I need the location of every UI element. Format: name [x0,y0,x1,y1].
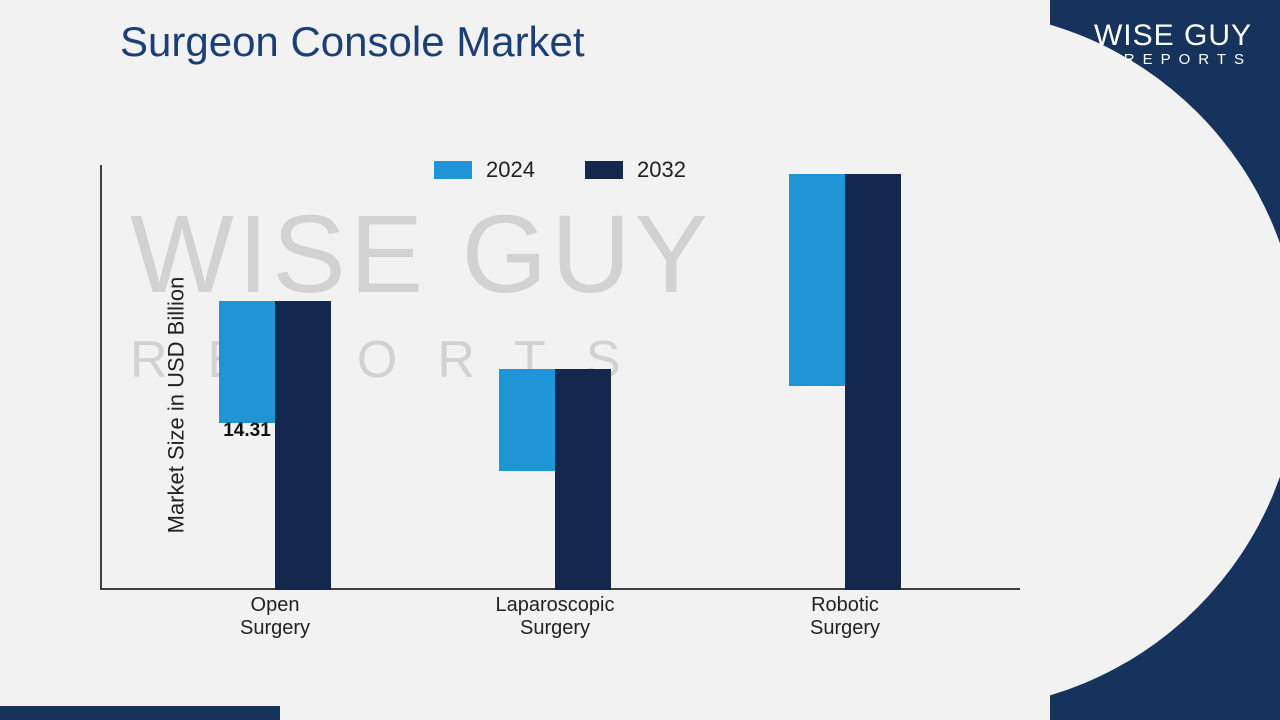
footer-strip [0,706,280,720]
legend-swatch-1 [585,161,623,179]
x-label-0: OpenSurgery [175,594,375,640]
bar-1-0 [499,369,555,471]
x-label-1-l1: Laparoscopic [496,594,615,616]
bar-group-1: LaparoscopicSurgery [470,369,640,590]
brand-logo: WISE GUY REPORTS [1094,20,1252,67]
x-label-2: RoboticSurgery [745,594,945,640]
brand-line1: WISE GUY [1094,20,1252,52]
x-label-0-l2: Surgery [240,617,310,639]
bar-2-0 [789,174,845,387]
y-axis [100,165,102,590]
legend-item-0: 2024 [434,157,535,183]
bar-0-1 [275,301,331,590]
bar-group-0: OpenSurgery [190,301,360,590]
x-label-2-l2: Surgery [810,617,880,639]
stage: Surgeon Console Market WISE GUY REPORTS … [0,0,1280,720]
legend-swatch-0 [434,161,472,179]
legend-label-1: 2032 [637,157,686,183]
bar-0-0 [219,301,275,423]
bar-1-1 [555,369,611,590]
bar-2-1 [845,174,901,591]
y-axis-label: Market Size in USD Billion [163,277,189,534]
chart-title: Surgeon Console Market [120,18,585,66]
legend-label-0: 2024 [486,157,535,183]
legend-item-1: 2032 [585,157,686,183]
bar-group-2: RoboticSurgery [760,174,930,591]
x-label-1-l2: Surgery [520,617,590,639]
x-label-2-l1: Robotic [811,594,879,616]
x-label-0-l1: Open [251,594,300,616]
chart-area: Market Size in USD Billion 2024 2032 Ope… [100,165,1020,645]
x-label-1: LaparoscopicSurgery [455,594,655,640]
data-label-0: 14.31 [223,420,271,442]
brand-line2: REPORTS [1094,52,1252,68]
